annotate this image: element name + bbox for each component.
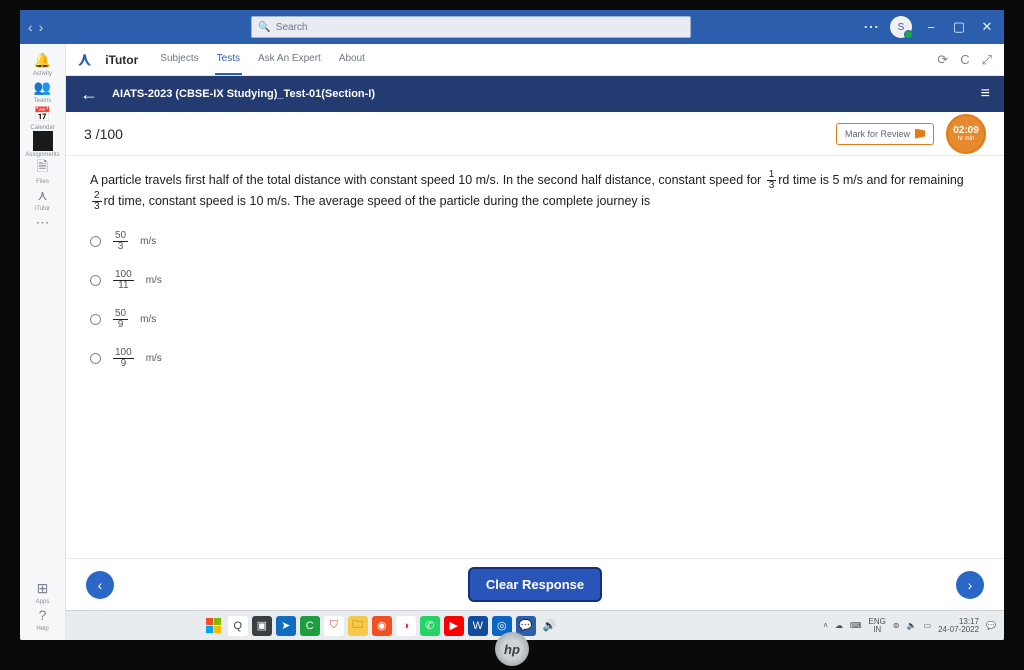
flag-icon xyxy=(915,129,925,139)
taskbar-icon-5[interactable]: ⛉ xyxy=(324,616,344,636)
battery-icon[interactable]: ▭ xyxy=(924,621,932,630)
close-button[interactable]: ✕ xyxy=(978,19,996,35)
radio-icon xyxy=(90,275,101,286)
back-arrow-icon[interactable]: ← xyxy=(80,84,98,105)
more-icon[interactable]: ⋯ xyxy=(863,17,880,37)
cloud-icon[interactable]: ☁ xyxy=(835,621,843,630)
tray-date[interactable]: 24-07-2022 xyxy=(938,626,979,634)
sidebar-item-files[interactable]: 🗎Files xyxy=(23,158,63,185)
option-3[interactable]: 509m/s xyxy=(90,309,980,330)
tab-subjects[interactable]: Subjects xyxy=(158,44,200,75)
sidebar-item-help[interactable]: ?Help xyxy=(23,605,63,632)
option-4[interactable]: 1009m/s xyxy=(90,348,980,369)
fraction: 23 xyxy=(92,191,102,212)
sidebar-item-activity[interactable]: 🔔Activity xyxy=(23,50,63,77)
sidebar-item-apps[interactable]: ⊞Apps xyxy=(23,578,63,605)
volume-icon[interactable]: 🔈 xyxy=(907,621,917,630)
taskbar-icon-14[interactable]: 🔊 xyxy=(540,616,560,636)
forward-icon[interactable]: › xyxy=(39,19,44,35)
taskbar-icon-11[interactable]: W xyxy=(468,616,488,636)
sidebar-item-teams[interactable]: 👥Teams xyxy=(23,77,63,104)
assignments-icon xyxy=(33,131,53,151)
notifications-icon[interactable]: 💬 xyxy=(986,621,996,630)
activity-icon: 🔔 xyxy=(33,50,53,70)
tray-lang2[interactable]: IN xyxy=(869,626,886,634)
taskbar-icon-0[interactable] xyxy=(204,616,224,636)
tabs-row: ⋏ iTutor Subjects Tests Ask An Expert About… xyxy=(66,44,1004,76)
sidebar-item-itutor[interactable]: ⋏iTutor xyxy=(23,185,63,212)
test-header: ← AIATS-2023 (CBSE-IX Studying)_Test-01(… xyxy=(66,76,1004,112)
calendar-icon: 📅 xyxy=(33,104,53,124)
search-placeholder: Search xyxy=(276,22,308,33)
taskbar-icon-2[interactable]: ▣ xyxy=(252,616,272,636)
question-header: 3 /100 Mark for Review 02:09 hr min xyxy=(66,112,1004,156)
prev-question-button[interactable]: ‹ xyxy=(86,571,114,599)
timer-value: 02:09 xyxy=(953,126,979,136)
test-title: AIATS-2023 (CBSE-IX Studying)_Test-01(Se… xyxy=(112,88,375,100)
timer-unit: hr min xyxy=(958,136,975,142)
files-icon: 🗎 xyxy=(33,158,53,178)
clear-response-button[interactable]: Clear Response xyxy=(468,567,602,602)
brand-name: iTutor xyxy=(105,53,138,67)
mark-review-button[interactable]: Mark for Review xyxy=(836,123,934,145)
question-text: A particle travels first half of the tot… xyxy=(90,170,980,213)
window-titlebar: ‹ › 🔍 Search ⋯ S − ▢ ✕ xyxy=(20,10,1004,44)
next-question-button[interactable]: › xyxy=(956,571,984,599)
back-icon[interactable]: ‹ xyxy=(28,19,33,35)
maximize-button[interactable]: ▢ xyxy=(950,19,968,35)
popout-icon[interactable]: ⟳ xyxy=(937,52,948,68)
system-tray: ˄ ☁ ⌨ ENG IN ⊚ 🔈 ▭ 13:17 24-07-2022 💬 xyxy=(823,618,996,634)
taskbar-icon-8[interactable]: ◑ xyxy=(396,616,416,636)
option-1[interactable]: 503m/s xyxy=(90,231,980,252)
question-footer: ‹ Clear Response › xyxy=(66,558,1004,610)
wifi-icon[interactable]: ⊚ xyxy=(893,621,900,630)
tab-tests[interactable]: Tests xyxy=(215,44,242,75)
menu-icon[interactable]: ≡ xyxy=(981,85,990,103)
taskbar-icon-4[interactable]: C xyxy=(300,616,320,636)
radio-icon xyxy=(90,236,101,247)
mark-review-label: Mark for Review xyxy=(845,129,910,139)
taskbar-icon-9[interactable]: ✆ xyxy=(420,616,440,636)
search-input[interactable]: 🔍 Search xyxy=(251,16,691,38)
radio-icon xyxy=(90,314,101,325)
tray-chevron-icon[interactable]: ˄ xyxy=(823,621,828,630)
taskbar-icon-6[interactable]: 🗀 xyxy=(348,616,368,636)
taskbar-icon-7[interactable]: ◉ xyxy=(372,616,392,636)
keyboard-icon[interactable]: ⌨ xyxy=(850,621,862,630)
timer-badge: 02:09 hr min xyxy=(946,114,986,154)
sidebar: 🔔Activity👥Teams📅CalendarAssignments🗎File… xyxy=(20,44,66,640)
windows-start-icon xyxy=(206,618,221,633)
teams-icon: 👥 xyxy=(33,77,53,97)
option-2[interactable]: 10011m/s xyxy=(90,270,980,291)
sidebar-item-assignments[interactable]: Assignments xyxy=(23,131,63,158)
tab-ask-an-expert[interactable]: Ask An Expert xyxy=(256,44,323,75)
question-body: A particle travels first half of the tot… xyxy=(66,156,1004,558)
avatar[interactable]: S xyxy=(890,16,912,38)
taskbar-icon-1[interactable]: Q xyxy=(228,616,248,636)
radio-icon xyxy=(90,353,101,364)
hp-logo: hp xyxy=(495,632,529,666)
search-icon: 🔍 xyxy=(258,22,270,33)
taskbar-icon-3[interactable]: ➤ xyxy=(276,616,296,636)
taskbar: Q▣➤C⛉🗀◉◑✆▶W◎💬🔊 ˄ ☁ ⌨ ENG IN ⊚ 🔈 ▭ 13:17 … xyxy=(66,610,1004,640)
fullscreen-icon[interactable]: ⤢ xyxy=(982,52,992,68)
sidebar-item-more[interactable]: ⋯ xyxy=(23,212,63,232)
minimize-button[interactable]: − xyxy=(922,20,940,35)
refresh-icon[interactable]: C xyxy=(960,52,969,67)
nav-arrows: ‹ › xyxy=(28,19,43,35)
brand-icon: ⋏ xyxy=(78,49,91,70)
itutor-icon: ⋏ xyxy=(33,185,53,205)
sidebar-item-calendar[interactable]: 📅Calendar xyxy=(23,104,63,131)
tab-about[interactable]: About xyxy=(337,44,367,75)
taskbar-icon-10[interactable]: ▶ xyxy=(444,616,464,636)
question-counter: 3 /100 xyxy=(84,126,123,142)
fraction: 13 xyxy=(767,170,777,191)
more-icon: ⋯ xyxy=(33,212,53,232)
